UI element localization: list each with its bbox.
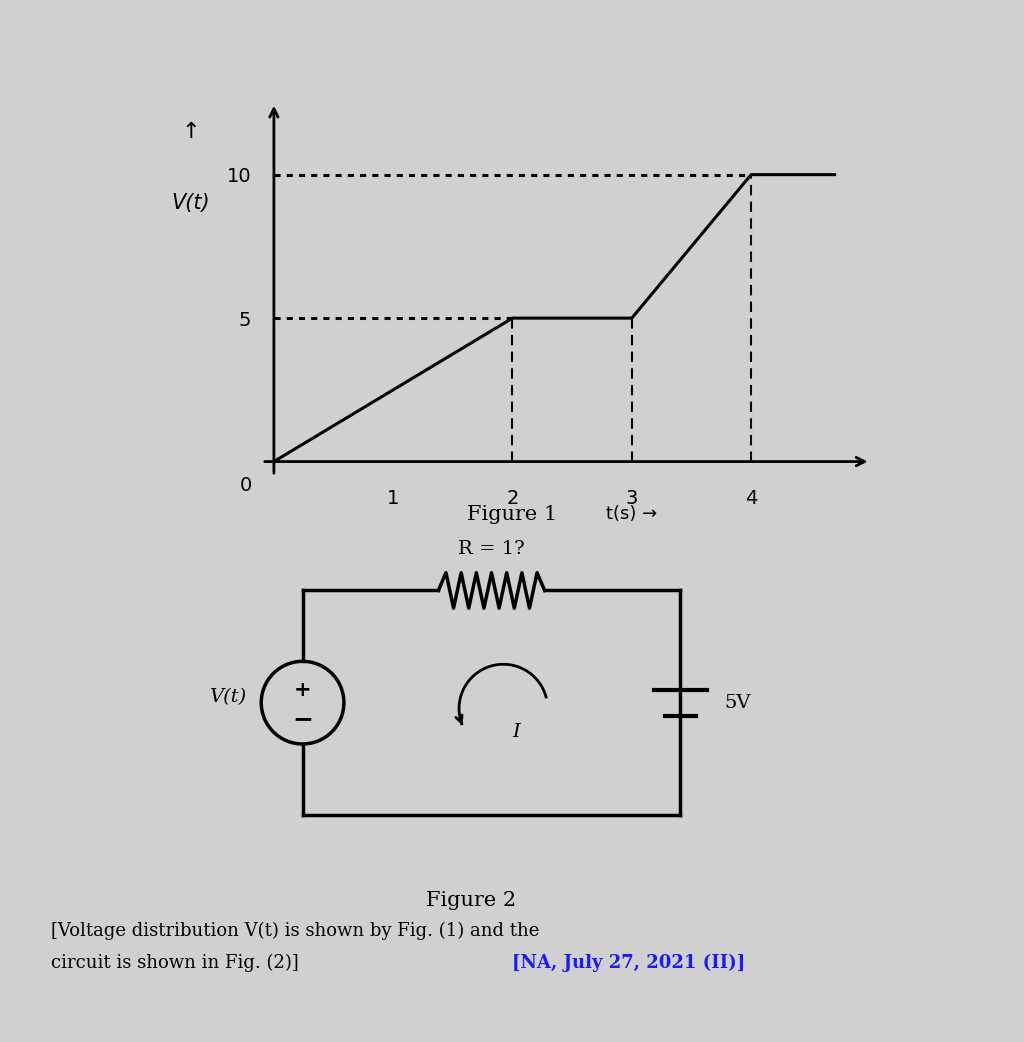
Text: Figure 2: Figure 2 [426, 891, 516, 910]
Text: 5V: 5V [725, 694, 752, 712]
Text: [NA, July 27, 2021 (II)]: [NA, July 27, 2021 (II)] [512, 953, 745, 972]
Text: +: + [294, 679, 311, 699]
Text: V(t): V(t) [209, 688, 247, 705]
Text: V(t): V(t) [171, 194, 210, 214]
Text: −: − [292, 708, 313, 731]
Text: I: I [512, 723, 520, 741]
Text: t(s) →: t(s) → [606, 504, 657, 523]
Text: ↑: ↑ [181, 122, 200, 142]
Text: [Voltage distribution V(t) is shown by Fig. (1) and the: [Voltage distribution V(t) is shown by F… [51, 922, 540, 941]
Text: R = 1?: R = 1? [458, 540, 525, 559]
Text: circuit is shown in Fig. (2)]: circuit is shown in Fig. (2)] [51, 953, 299, 972]
Text: Figure 1: Figure 1 [467, 505, 557, 524]
Text: 0: 0 [241, 476, 253, 495]
